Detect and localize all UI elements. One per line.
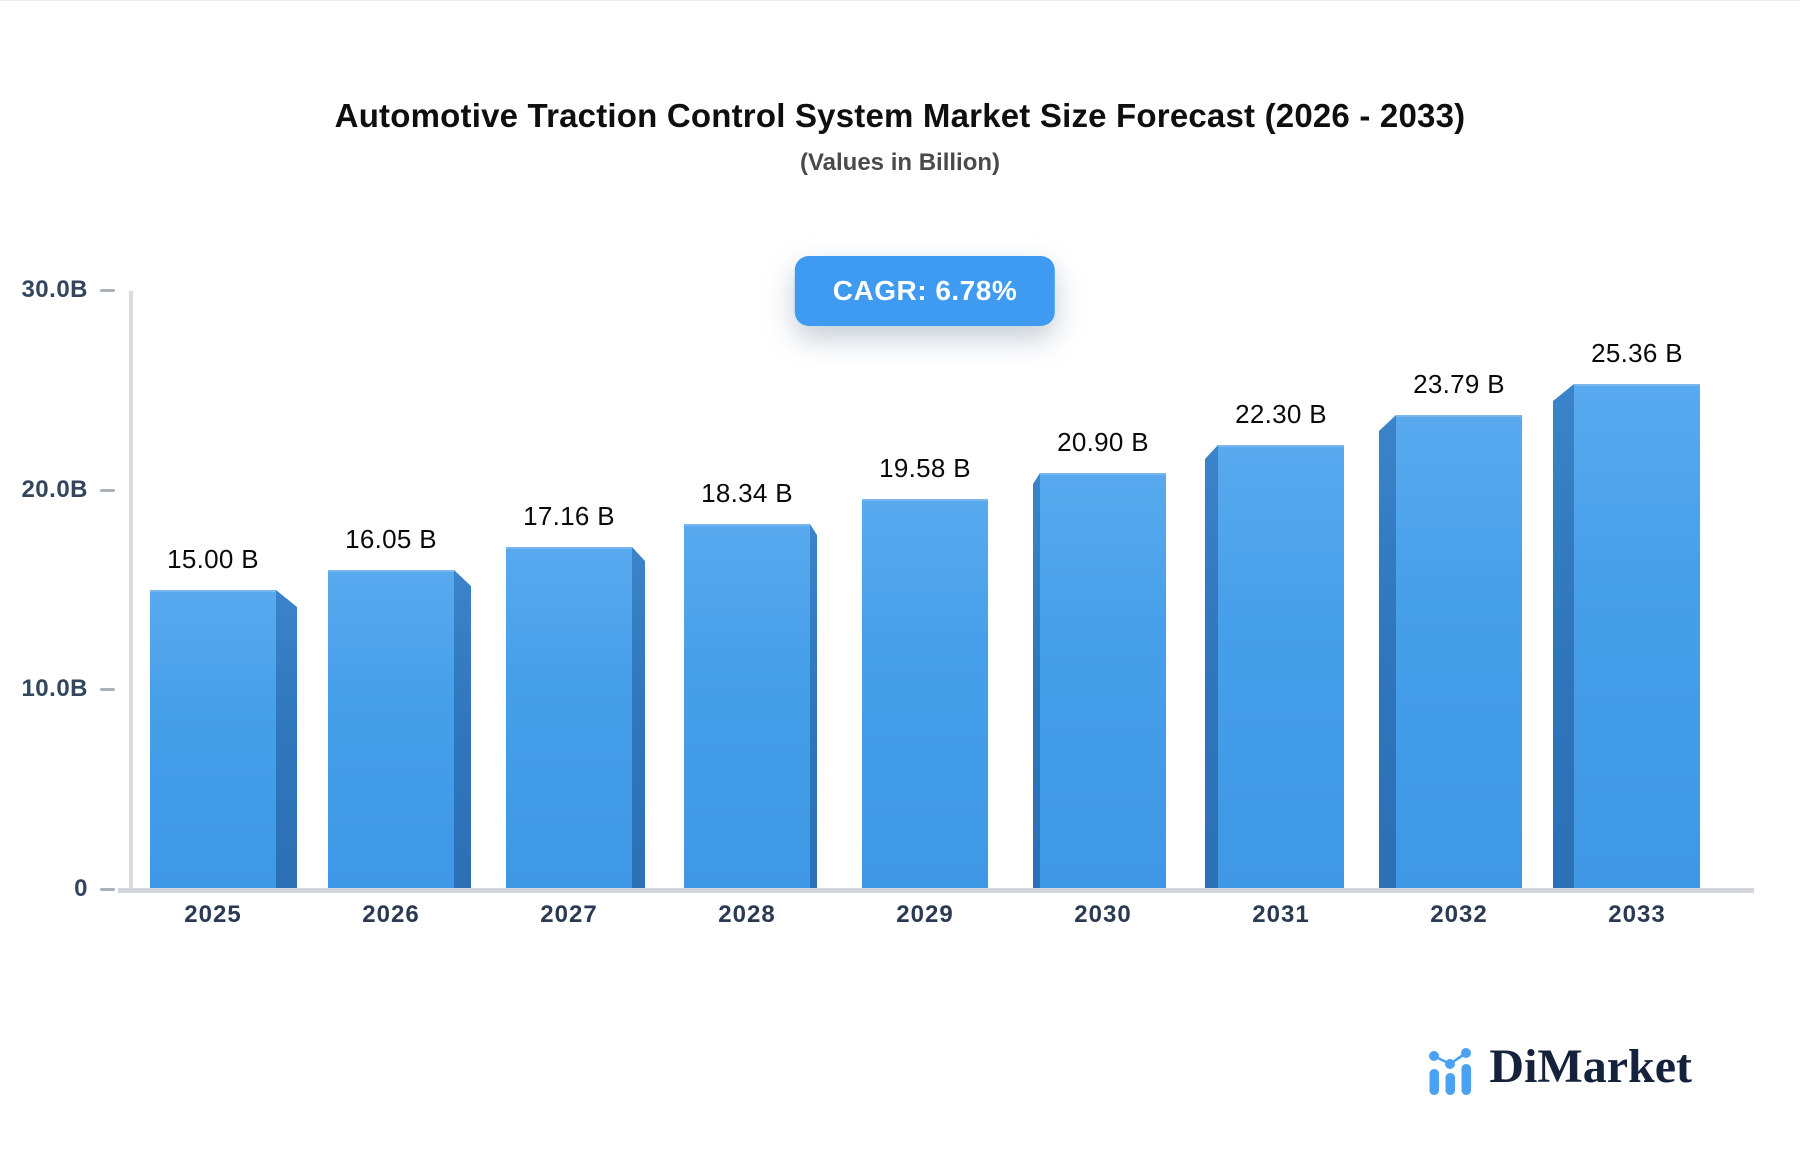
bar-side-face: [1379, 415, 1396, 890]
bar-front-face: [684, 524, 810, 890]
x-axis-label-2033: 2033: [1608, 901, 1666, 928]
bar-front-face: [1574, 384, 1700, 890]
bar-side-face: [1205, 445, 1218, 890]
x-axis-label-2030: 2030: [1074, 901, 1132, 928]
x-axis-label-2029: 2029: [896, 901, 954, 928]
bar-side-face: [810, 524, 817, 890]
bar-value-label: 18.34 B: [701, 478, 793, 508]
page-subtitle: (Values in Billion): [799, 149, 1001, 176]
x-axis-label-2031: 2031: [1252, 901, 1310, 928]
y-tick-label: 0: [74, 875, 88, 902]
bar-value-label: 23.79 B: [1413, 369, 1505, 399]
y-tick-label: 30.0B: [21, 276, 88, 303]
bar-2033: [1553, 384, 1700, 890]
bar-2031: [1205, 445, 1344, 890]
x-axis-label-2025: 2025: [184, 901, 242, 928]
bar-value-label: 22.30 B: [1235, 399, 1327, 429]
x-axis-label-2027: 2027: [540, 901, 598, 928]
bar-2026: [328, 570, 471, 890]
x-axis-label-2026: 2026: [362, 901, 420, 928]
bar-value-label: 19.58 B: [879, 453, 971, 483]
bar-front-face: [506, 547, 632, 890]
mini-bar-chart-logo-icon: [1429, 1048, 1472, 1095]
x-axis-label-2032: 2032: [1430, 901, 1488, 928]
y-tick-dash: [100, 688, 115, 692]
y-tick-dash: [100, 488, 115, 492]
bar-value-label: 16.05 B: [345, 524, 437, 554]
bar-2028: [684, 524, 817, 890]
bar-side-face: [632, 547, 645, 890]
bar-value-label: 15.00 B: [167, 544, 259, 574]
y-axis-line: [129, 291, 133, 892]
bar-front-face: [1218, 445, 1344, 890]
cagr-badge: CAGR: 6.78%: [794, 256, 1056, 326]
bar-front-face: [1040, 473, 1166, 890]
y-tick-dash: [100, 888, 115, 891]
bar-value-label: 25.36 B: [1591, 338, 1683, 368]
x-axis-label-2028: 2028: [718, 901, 776, 928]
bar-side-face: [1553, 384, 1574, 890]
brand-name: DiMarket: [1489, 1040, 1692, 1093]
page-title: Automotive Traction Control System Marke…: [334, 97, 1466, 134]
bar-value-label: 17.16 B: [523, 501, 615, 531]
bar-2025: [150, 590, 297, 890]
bar-front-face: [150, 590, 276, 890]
y-tick-dash: [100, 289, 115, 292]
bar-side-face: [454, 570, 471, 890]
bar-2027: [506, 547, 645, 890]
bar-front-face: [328, 570, 454, 890]
x-axis-line: [118, 888, 1754, 893]
bar-2032: [1379, 415, 1522, 890]
bar-front-face: [862, 499, 988, 890]
bar-2029: [862, 499, 988, 890]
brand-logo: DiMarket: [1428, 1039, 1692, 1095]
bar-2030: [1033, 473, 1166, 890]
y-tick-label: 20.0B: [21, 475, 88, 503]
bar-side-face: [276, 590, 297, 890]
bar-front-face: [1396, 415, 1522, 890]
bar-value-label: 20.90 B: [1057, 427, 1149, 457]
bar-side-face: [1033, 473, 1040, 890]
y-tick-label: 10.0B: [21, 675, 88, 703]
